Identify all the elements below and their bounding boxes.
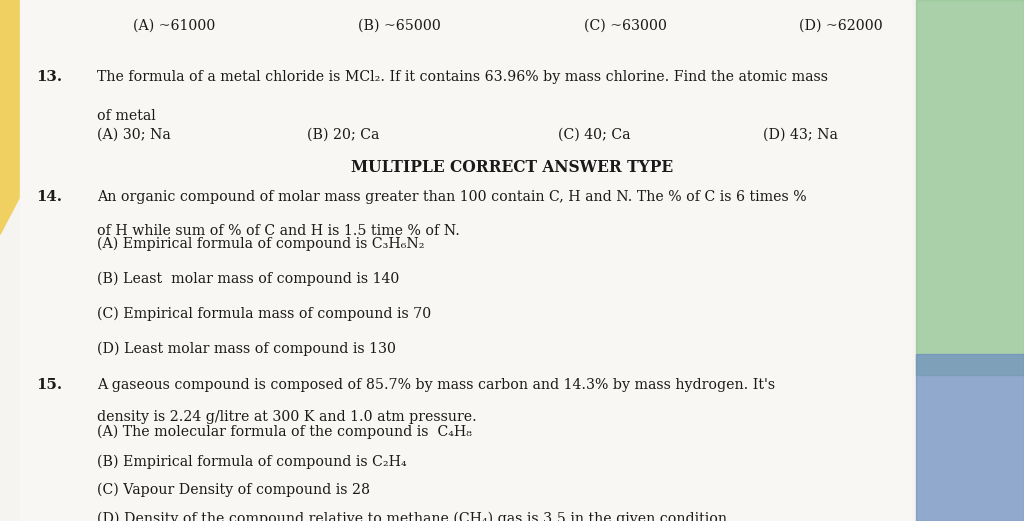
Text: (A) The molecular formula of the compound is  C₄H₈: (A) The molecular formula of the compoun… [97,425,472,439]
Text: (B) Empirical formula of compound is C₂H₄: (B) Empirical formula of compound is C₂H… [97,454,407,469]
Text: of H while sum of % of C and H is 1.5 time % of N.: of H while sum of % of C and H is 1.5 ti… [97,224,460,238]
Text: (C) ~63000: (C) ~63000 [584,18,667,32]
Bar [20,0,911,521]
Text: (B) Least  molar mass of compound is 140: (B) Least molar mass of compound is 140 [97,272,399,287]
Text: (B) 20; Ca: (B) 20; Ca [307,128,380,142]
Text: (B) ~65000: (B) ~65000 [358,18,441,32]
Text: The formula of a metal chloride is MCl₂. If it contains 63.96% by mass chlorine.: The formula of a metal chloride is MCl₂.… [97,70,828,84]
Text: (C) Empirical formula mass of compound is 70: (C) Empirical formula mass of compound i… [97,307,431,321]
Text: (D) Density of the compound relative to methane (CH₄) gas is 3.5 in the given co: (D) Density of the compound relative to … [97,512,732,521]
Text: (A) 30; Na: (A) 30; Na [97,128,171,142]
Text: (A) Empirical formula of compound is C₃H₆N₂: (A) Empirical formula of compound is C₃H… [97,237,425,252]
Polygon shape [0,0,123,234]
Text: (D) ~62000: (D) ~62000 [799,18,883,32]
Bar [916,0,1024,375]
Text: 13.: 13. [36,70,62,84]
Text: of metal: of metal [97,109,156,123]
Bar [916,354,1024,521]
Text: 14.: 14. [36,190,61,204]
Text: density is 2.24 g/litre at 300 K and 1.0 atm pressure.: density is 2.24 g/litre at 300 K and 1.0… [97,410,477,424]
Text: MULTIPLE CORRECT ANSWER TYPE: MULTIPLE CORRECT ANSWER TYPE [351,159,673,176]
Text: An organic compound of molar mass greater than 100 contain C, H and N. The % of : An organic compound of molar mass greate… [97,190,807,204]
Text: (A) ~61000: (A) ~61000 [133,18,215,32]
Text: (C) Vapour Density of compound is 28: (C) Vapour Density of compound is 28 [97,483,371,498]
Text: (D) Least molar mass of compound is 130: (D) Least molar mass of compound is 130 [97,342,396,356]
Text: 15.: 15. [36,378,62,392]
Text: (D) 43; Na: (D) 43; Na [763,128,838,142]
Text: A gaseous compound is composed of 85.7% by mass carbon and 14.3% by mass hydroge: A gaseous compound is composed of 85.7% … [97,378,775,392]
Text: (C) 40; Ca: (C) 40; Ca [558,128,631,142]
